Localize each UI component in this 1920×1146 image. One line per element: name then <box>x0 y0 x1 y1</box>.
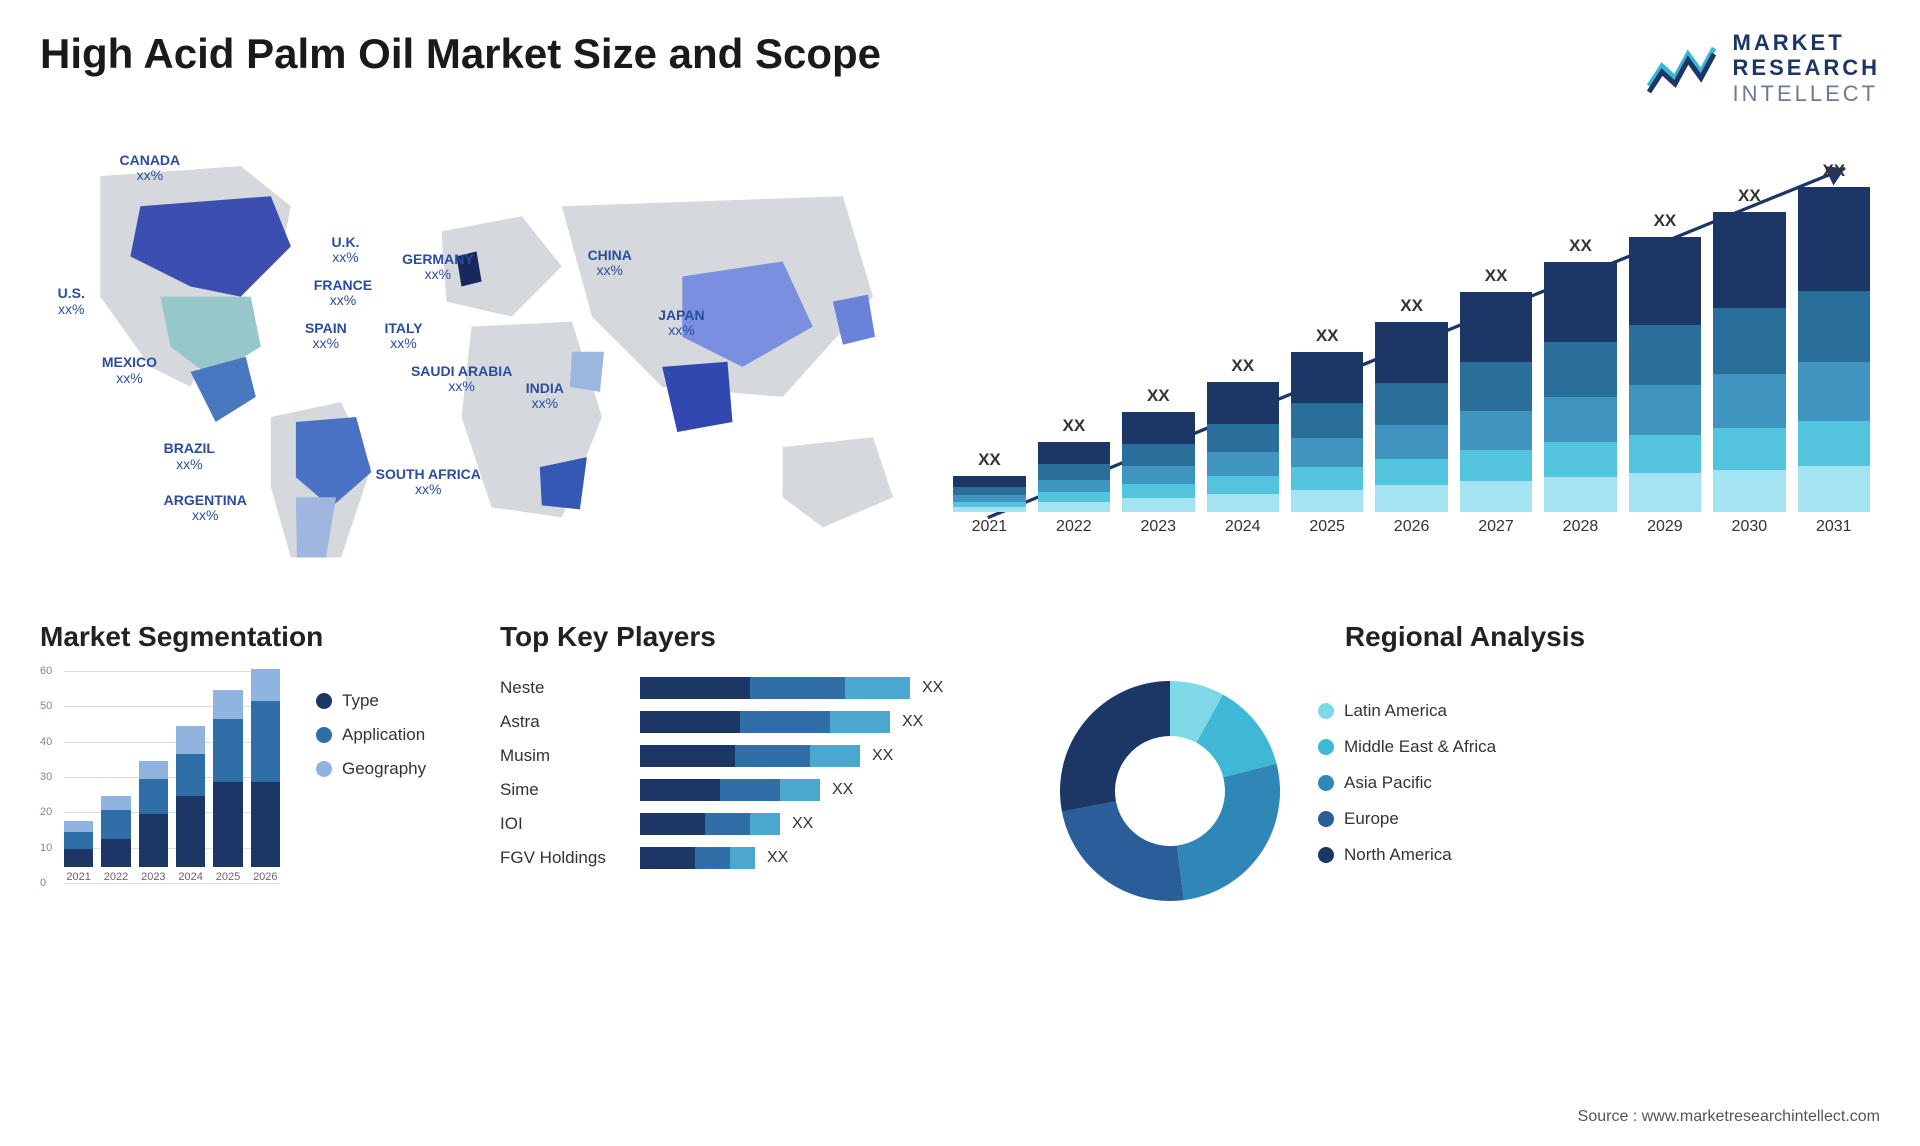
player-label-ioi: IOI <box>500 807 620 841</box>
regional-legend-north-america: North America <box>1318 845 1496 865</box>
growth-bar-2022: XX2022 <box>1038 442 1110 536</box>
segmentation-axes: 202120222023202420252026 0102030405060 <box>40 671 280 901</box>
player-bar-neste: XX <box>640 671 1020 705</box>
bottom-row: Market Segmentation 2021 2022 2023 2024 2025… <box>40 621 1880 921</box>
map-label-south-africa: SOUTH AFRICAxx% <box>376 467 481 498</box>
player-label-musim: Musim <box>500 739 620 773</box>
logo-line1: MARKET <box>1733 30 1880 55</box>
seg-legend-type: Type <box>316 691 426 711</box>
player-label-astra: Astra <box>500 705 620 739</box>
regional-donut <box>1050 671 1290 911</box>
segmentation-title: Market Segmentation <box>40 621 470 653</box>
regional-legend: Latin America Middle East & Africa Asia Pa… <box>1318 701 1496 881</box>
map-label-india: INDIAxx% <box>526 381 564 412</box>
source-text: Source : www.marketresearchintellect.com <box>1578 1108 1880 1126</box>
map-label-germany: GERMANYxx% <box>402 252 474 283</box>
regional-legend-middle-east-africa: Middle East & Africa <box>1318 737 1496 757</box>
map-label-mexico: MEXICOxx% <box>102 355 157 386</box>
regional-legend-latin-america: Latin America <box>1318 701 1496 721</box>
regional-title: Regional Analysis <box>1050 621 1880 653</box>
map-label-france: FRANCExx% <box>314 278 372 309</box>
player-bar-fgv-holdings: XX <box>640 841 1020 875</box>
map-label-spain: SPAINxx% <box>305 321 347 352</box>
seg-legend-application: Application <box>316 725 426 745</box>
seg-bar-2026: 2026 <box>251 669 280 883</box>
player-label-fgv-holdings: FGV Holdings <box>500 841 620 875</box>
segmentation-chart: 202120222023202420252026 0102030405060 T… <box>40 671 470 901</box>
players-chart: NesteAstraMusimSimeIOIFGV Holdings XXXXX… <box>500 671 1020 875</box>
logo-line2: RESEARCH <box>1733 55 1880 80</box>
regional-panel: Regional Analysis Latin America Middle Ea… <box>1050 621 1880 921</box>
growth-bar-2023: XX2023 <box>1122 412 1194 536</box>
page-title: High Acid Palm Oil Market Size and Scope <box>40 30 881 78</box>
segmentation-panel: Market Segmentation 2021 2022 2023 2024 2025… <box>40 621 470 921</box>
players-title: Top Key Players <box>500 621 1020 653</box>
player-bar-astra: XX <box>640 705 1020 739</box>
growth-bar-2026: XX2026 <box>1375 322 1447 536</box>
logo: MARKET RESEARCH INTELLECT <box>1645 30 1880 106</box>
header: High Acid Palm Oil Market Size and Scope… <box>40 30 1880 106</box>
map-label-argentina: ARGENTINAxx% <box>164 493 247 524</box>
map-label-italy: ITALYxx% <box>384 321 422 352</box>
growth-bar-2027: XX2027 <box>1460 292 1532 536</box>
seg-bar-2021: 2021 <box>64 821 93 883</box>
growth-bar-2030: XX2030 <box>1713 212 1785 536</box>
seg-bar-2025: 2025 <box>213 690 242 883</box>
map-label-saudi-arabia: SAUDI ARABIAxx% <box>411 364 512 395</box>
map-label-u-s-: U.S.xx% <box>58 286 85 317</box>
logo-icon <box>1645 40 1719 96</box>
regional-legend-asia-pacific: Asia Pacific <box>1318 773 1496 793</box>
players-panel: Top Key Players NesteAstraMusimSimeIOIFG… <box>500 621 1020 921</box>
seg-legend-geography: Geography <box>316 759 426 779</box>
map-label-japan: JAPANxx% <box>658 308 704 339</box>
seg-bar-2023: 2023 <box>139 761 168 883</box>
map-label-brazil: BRAZILxx% <box>164 441 215 472</box>
player-label-sime: Sime <box>500 773 620 807</box>
growth-bar-2031: XX2031 <box>1798 187 1870 536</box>
map-label-canada: CANADAxx% <box>119 153 180 184</box>
player-bar-musim: XX <box>640 739 1020 773</box>
donut-slice-europe <box>1062 801 1184 901</box>
map-label-china: CHINAxx% <box>588 248 632 279</box>
logo-line3: INTELLECT <box>1733 81 1880 106</box>
top-row: CANADAxx% U.S.xx% MEXICOxx% BRAZILxx% ARGENT… <box>40 136 1880 566</box>
segmentation-legend: Type Application Geography <box>316 691 426 901</box>
growth-bar-2029: XX2029 <box>1629 237 1701 536</box>
growth-bar-2028: XX2028 <box>1544 262 1616 536</box>
growth-bar-2024: XX2024 <box>1207 382 1279 536</box>
growth-bar-2025: XX2025 <box>1291 352 1363 536</box>
donut-slice-asia-pacific <box>1177 764 1280 900</box>
seg-bar-2024: 2024 <box>176 726 205 883</box>
growth-bar-2021: XX2021 <box>953 476 1025 536</box>
seg-bar-2022: 2022 <box>101 796 130 883</box>
player-bar-sime: XX <box>640 773 1020 807</box>
player-label-neste: Neste <box>500 671 620 705</box>
regional-chart: Latin America Middle East & Africa Asia Pa… <box>1050 671 1880 911</box>
growth-bars: XX2021XX2022XX2023XX2024XX2025XX2026XX20… <box>953 206 1870 536</box>
map-label-u-k-: U.K.xx% <box>331 235 359 266</box>
regional-legend-europe: Europe <box>1318 809 1496 829</box>
growth-bar-chart: XX2021XX2022XX2023XX2024XX2025XX2026XX20… <box>953 136 1880 566</box>
player-bar-ioi: XX <box>640 807 1020 841</box>
world-map-panel: CANADAxx% U.S.xx% MEXICOxx% BRAZILxx% ARGENT… <box>40 136 923 566</box>
logo-text: MARKET RESEARCH INTELLECT <box>1733 30 1880 106</box>
donut-slice-north-america <box>1060 681 1170 812</box>
